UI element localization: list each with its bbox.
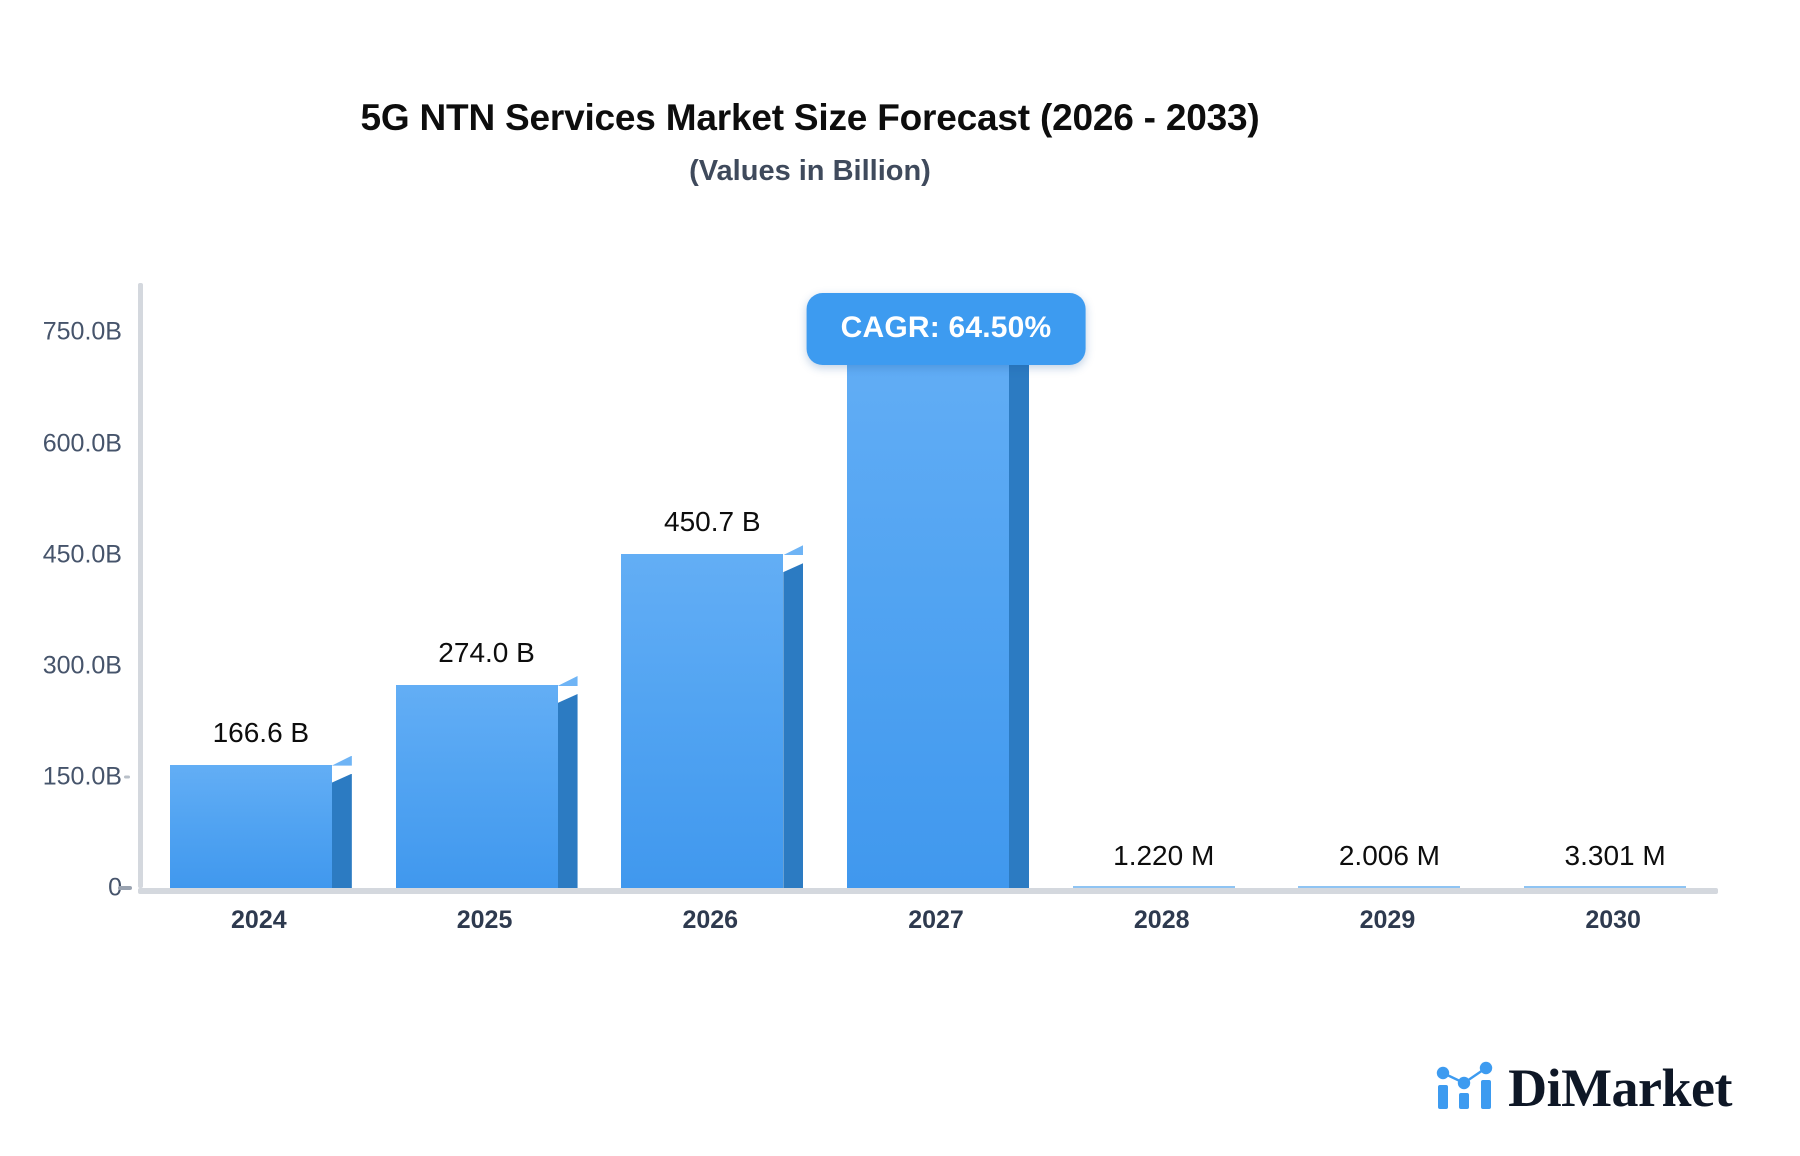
y-axis-tick-mark <box>124 775 130 779</box>
y-axis-tick-label: 450.0B <box>42 540 122 569</box>
bar-column[interactable] <box>1298 288 1461 888</box>
x-axis-tick-label: 2026 <box>682 906 739 934</box>
page-title: 5G NTN Services Market Size Forecast (20… <box>360 97 1260 138</box>
y-axis-tick-label: 150.0B <box>42 762 122 791</box>
bar-front-face <box>1524 886 1687 888</box>
y-axis-tick-mark <box>118 886 132 890</box>
y-axis-labels: 750.0B 600.0B 450.0B 300.0B 150.0B 0 <box>0 288 132 902</box>
bar-column[interactable] <box>1524 288 1687 888</box>
title-block: 5G NTN Services Market Size Forecast (20… <box>0 96 1620 189</box>
bar-value-label: 1.220 M <box>1113 839 1215 871</box>
x-axis-tick-label: 2025 <box>456 906 513 934</box>
y-axis-line <box>138 283 143 888</box>
bar-value-label: 2.006 M <box>1338 839 1441 871</box>
bar-top-face <box>557 676 578 687</box>
y-axis-tick-label: 0 <box>108 873 122 902</box>
bar-side-face <box>557 694 578 888</box>
y-axis-tick-label: 750.0B <box>42 317 122 346</box>
bar-column[interactable] <box>621 288 804 888</box>
x-axis-labels: 2024 2025 2026 2027 2028 2029 2030 <box>138 906 1718 946</box>
x-axis-tick-label: 2029 <box>1359 906 1416 934</box>
bar-front-face <box>395 685 558 888</box>
bar-front-face <box>1298 886 1461 888</box>
brand-name: DiMarket <box>1508 1057 1732 1118</box>
bar-side-face <box>331 773 352 888</box>
bar-column[interactable] <box>847 288 1029 888</box>
plot-area: 166.6 B 274.0 B 450.7 B CAGR: 64.50% 1.220 M… <box>138 283 1718 894</box>
y-axis-tick-label: 300.0B <box>42 651 122 680</box>
cagr-badge[interactable]: CAGR: 64.50% <box>806 293 1086 366</box>
bar-value-label: 274.0 B <box>438 637 535 669</box>
bar-value-label: 450.7 B <box>664 506 761 538</box>
x-axis-tick-label: 2024 <box>231 906 287 934</box>
bar-column[interactable] <box>169 288 352 888</box>
bar-value-label: 3.301 M <box>1564 839 1666 871</box>
x-axis-line <box>138 888 1718 894</box>
bar-side-face <box>1009 348 1029 888</box>
bar-front-face <box>621 554 784 888</box>
bar-2028[interactable] <box>1072 886 1235 888</box>
bar-2027[interactable] <box>847 330 1029 888</box>
brand-logo: DiMarket <box>1436 1059 1732 1116</box>
bar-side-face <box>783 563 804 888</box>
bar-2025[interactable] <box>395 676 578 888</box>
chart-subtitle: (Values in Billion) <box>689 155 931 188</box>
bar-column[interactable] <box>1072 288 1235 888</box>
x-axis-tick-label: 2028 <box>1133 906 1190 934</box>
bar-series: 166.6 B 274.0 B 450.7 B CAGR: 64.50% 1.220 M… <box>138 288 1718 888</box>
bar-top-face <box>331 755 352 766</box>
bar-column[interactable] <box>395 288 578 888</box>
bar-2026[interactable] <box>621 545 804 888</box>
bar-2029[interactable] <box>1298 886 1461 888</box>
bar-2030[interactable] <box>1524 886 1687 888</box>
bar-front-face <box>1072 886 1235 888</box>
bar-value-label: 166.6 B <box>212 716 310 748</box>
bar-front-face <box>847 339 1009 888</box>
x-axis-tick-label: 2030 <box>1585 906 1641 934</box>
y-axis-tick-label: 600.0B <box>42 429 122 458</box>
bar-top-face <box>783 545 804 556</box>
bar-front-face <box>169 764 332 888</box>
bar-chart-logo-icon <box>1436 1059 1494 1116</box>
x-axis-tick-label: 2027 <box>908 906 964 934</box>
bar-2024[interactable] <box>169 755 352 888</box>
